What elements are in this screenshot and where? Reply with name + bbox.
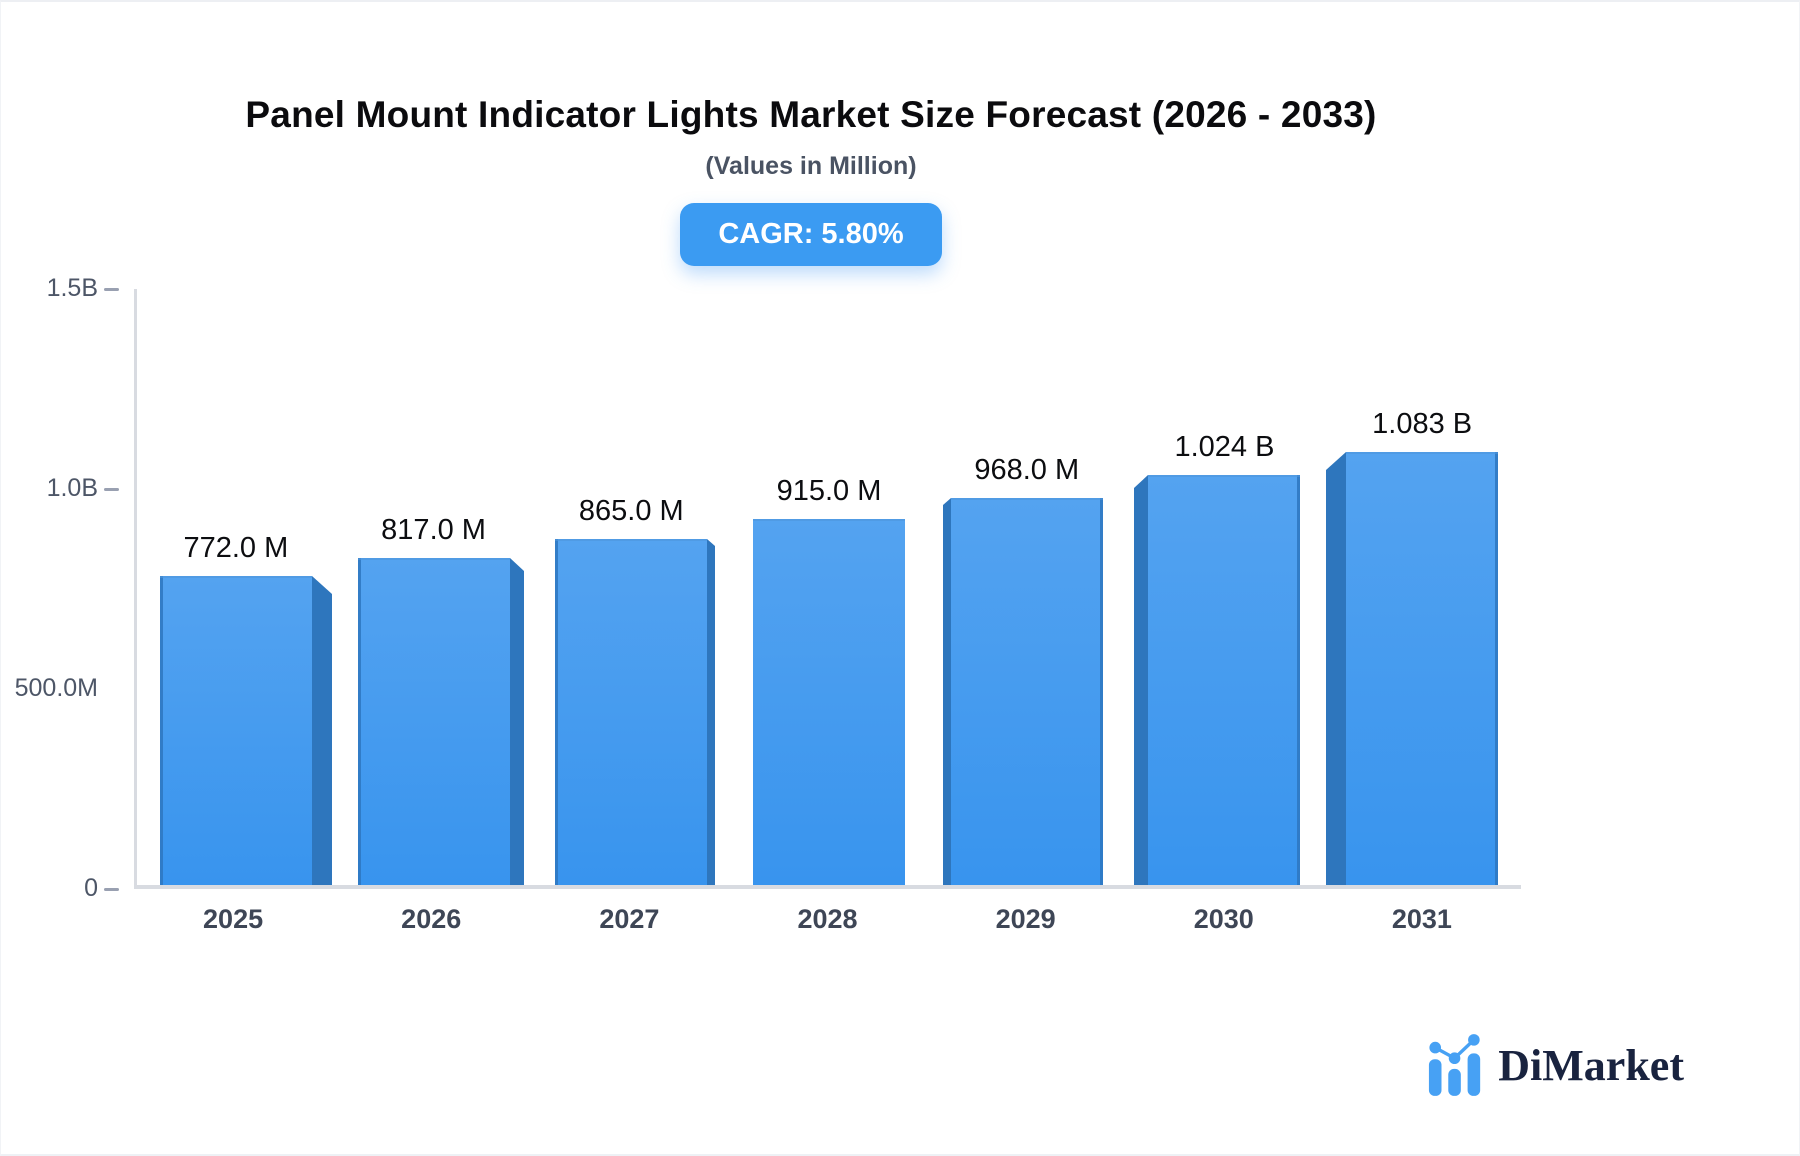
- bar-shape: [753, 519, 906, 885]
- bar-value-label: 817.0 M: [381, 514, 486, 546]
- bar-slot: 1.083 B: [1323, 289, 1521, 885]
- y-tick-dash: [104, 887, 119, 891]
- plot-area: 772.0 M 817.0 M 865.0 M 915.0 M 968.0 M 1.024…: [134, 289, 1521, 889]
- chart-subtitle: (Values in Million): [705, 152, 917, 180]
- bar-slot: 1.024 B: [1126, 289, 1324, 885]
- bar: 817.0 M: [357, 514, 524, 885]
- y-tick-label: 0: [84, 874, 98, 902]
- bar-value-label: 968.0 M: [974, 454, 1080, 486]
- x-tick-label: 2030: [1193, 904, 1254, 934]
- bar-chart-logo-icon: [1429, 1034, 1481, 1096]
- bar: 915.0 M: [753, 475, 906, 885]
- bar-shape: [1326, 452, 1499, 885]
- bar: 772.0 M: [159, 532, 332, 885]
- x-tick-label: 2031: [1391, 904, 1452, 934]
- cagr-badge-label: CAGR: 5.80%: [718, 218, 904, 250]
- chart-header: Panel Mount Indicator Lights Market Size…: [1, 94, 1621, 266]
- bar-shape: [942, 498, 1103, 885]
- bar-slot: 865.0 M: [532, 289, 730, 885]
- x-tick-label: 2025: [203, 904, 264, 934]
- y-tick-dash: [104, 487, 119, 491]
- bar: 1.083 B: [1326, 408, 1499, 885]
- bar: 1.024 B: [1134, 431, 1301, 885]
- x-tick-label: 2026: [401, 904, 462, 934]
- bar-slot: 968.0 M: [928, 289, 1126, 885]
- x-tick-label: 2027: [599, 904, 660, 934]
- bar-value-label: 1.083 B: [1372, 408, 1473, 440]
- x-tick-label: 2029: [995, 904, 1056, 934]
- cagr-badge: CAGR: 5.80%: [680, 203, 942, 266]
- bar-shape: [1134, 475, 1301, 885]
- chart-title: Panel Mount Indicator Lights Market Size…: [245, 94, 1377, 135]
- bar-shape: [555, 539, 716, 885]
- bar-value-label: 915.0 M: [776, 475, 882, 507]
- bar: 968.0 M: [942, 454, 1103, 885]
- bar-shape: [357, 558, 524, 885]
- x-axis-labels: 2025 2026 2027 2028 2029 2030 2031: [134, 904, 1521, 935]
- brand-logo: DiMarket: [1427, 1034, 1684, 1096]
- x-tick-label: 2028: [797, 904, 858, 934]
- bar-slot: 772.0 M: [137, 289, 335, 885]
- bar-shape: [159, 576, 332, 885]
- bar: 865.0 M: [555, 495, 716, 885]
- bar-value-label: 772.0 M: [183, 532, 289, 564]
- bar-slot: 817.0 M: [335, 289, 533, 885]
- bar-value-label: 1.024 B: [1174, 431, 1275, 463]
- brand-logo-text: DiMarket: [1498, 1040, 1684, 1090]
- y-tick-label: 500.0M: [14, 674, 98, 702]
- y-tick-dash: [104, 287, 119, 291]
- bar-value-label: 865.0 M: [578, 495, 684, 527]
- bar-slot: 915.0 M: [730, 289, 928, 885]
- y-tick-label: 1.5B: [46, 274, 98, 302]
- y-tick-label: 1.0B: [46, 474, 98, 502]
